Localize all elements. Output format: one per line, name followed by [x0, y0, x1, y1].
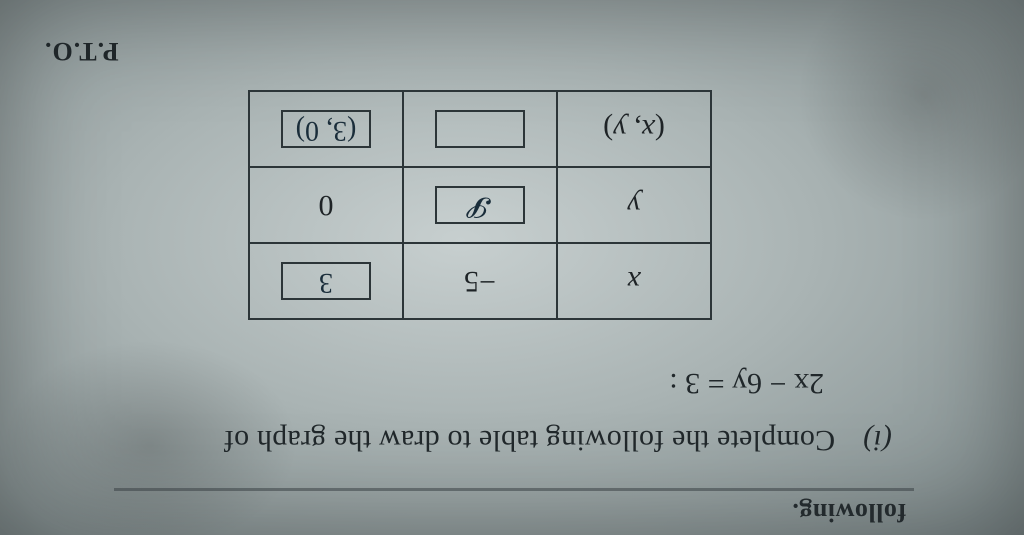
row-label-xy: (x, y)	[557, 91, 711, 167]
row-label-y: y	[557, 167, 711, 243]
handwritten-value: (3, 0)	[288, 115, 365, 145]
cell-y-col1: 𝓢	[403, 167, 557, 243]
handwritten-value: 3	[311, 267, 341, 297]
answer-blank: 𝓢	[435, 186, 525, 224]
question-text: Complete the following table to draw the…	[224, 424, 835, 457]
cell-xy-col2: (3, 0)	[249, 91, 403, 167]
answer-blank	[435, 110, 525, 148]
question-line: (i) Complete the following table to draw …	[224, 423, 892, 457]
partial-header-text: following.	[792, 497, 906, 527]
cell-xy-col1	[403, 91, 557, 167]
cell-text: 0	[319, 189, 334, 222]
cell-y-col2: 0	[249, 167, 403, 243]
cell-x-col2: 3	[249, 243, 403, 319]
cell-text: −5	[464, 265, 496, 298]
scan-shadow	[0, 295, 360, 535]
values-table: x −5 3 y 𝓢 0 (x, y) (3, 0)	[248, 90, 712, 320]
row-label-x: x	[557, 243, 711, 319]
cell-text: x	[627, 265, 640, 298]
scanned-page: following. (i) Complete the following tab…	[0, 0, 1024, 535]
cell-x-col1: −5	[403, 243, 557, 319]
table-row: (x, y) (3, 0)	[249, 91, 711, 167]
table-row: y 𝓢 0	[249, 167, 711, 243]
header-rule	[114, 488, 914, 491]
answer-blank: 3	[281, 262, 371, 300]
page-turn-over: P.T.O.	[44, 36, 119, 66]
scan-shadow	[744, 0, 1024, 275]
table-row: x −5 3	[249, 243, 711, 319]
equation-text: 2x − 6y = 3 :	[669, 367, 824, 400]
answer-blank: (3, 0)	[281, 110, 371, 148]
handwritten-value: 𝓢	[461, 191, 499, 221]
question-marker: (i)	[863, 424, 892, 457]
cell-text: y	[627, 189, 640, 222]
question-equation: 2x − 6y = 3 :	[669, 366, 824, 400]
